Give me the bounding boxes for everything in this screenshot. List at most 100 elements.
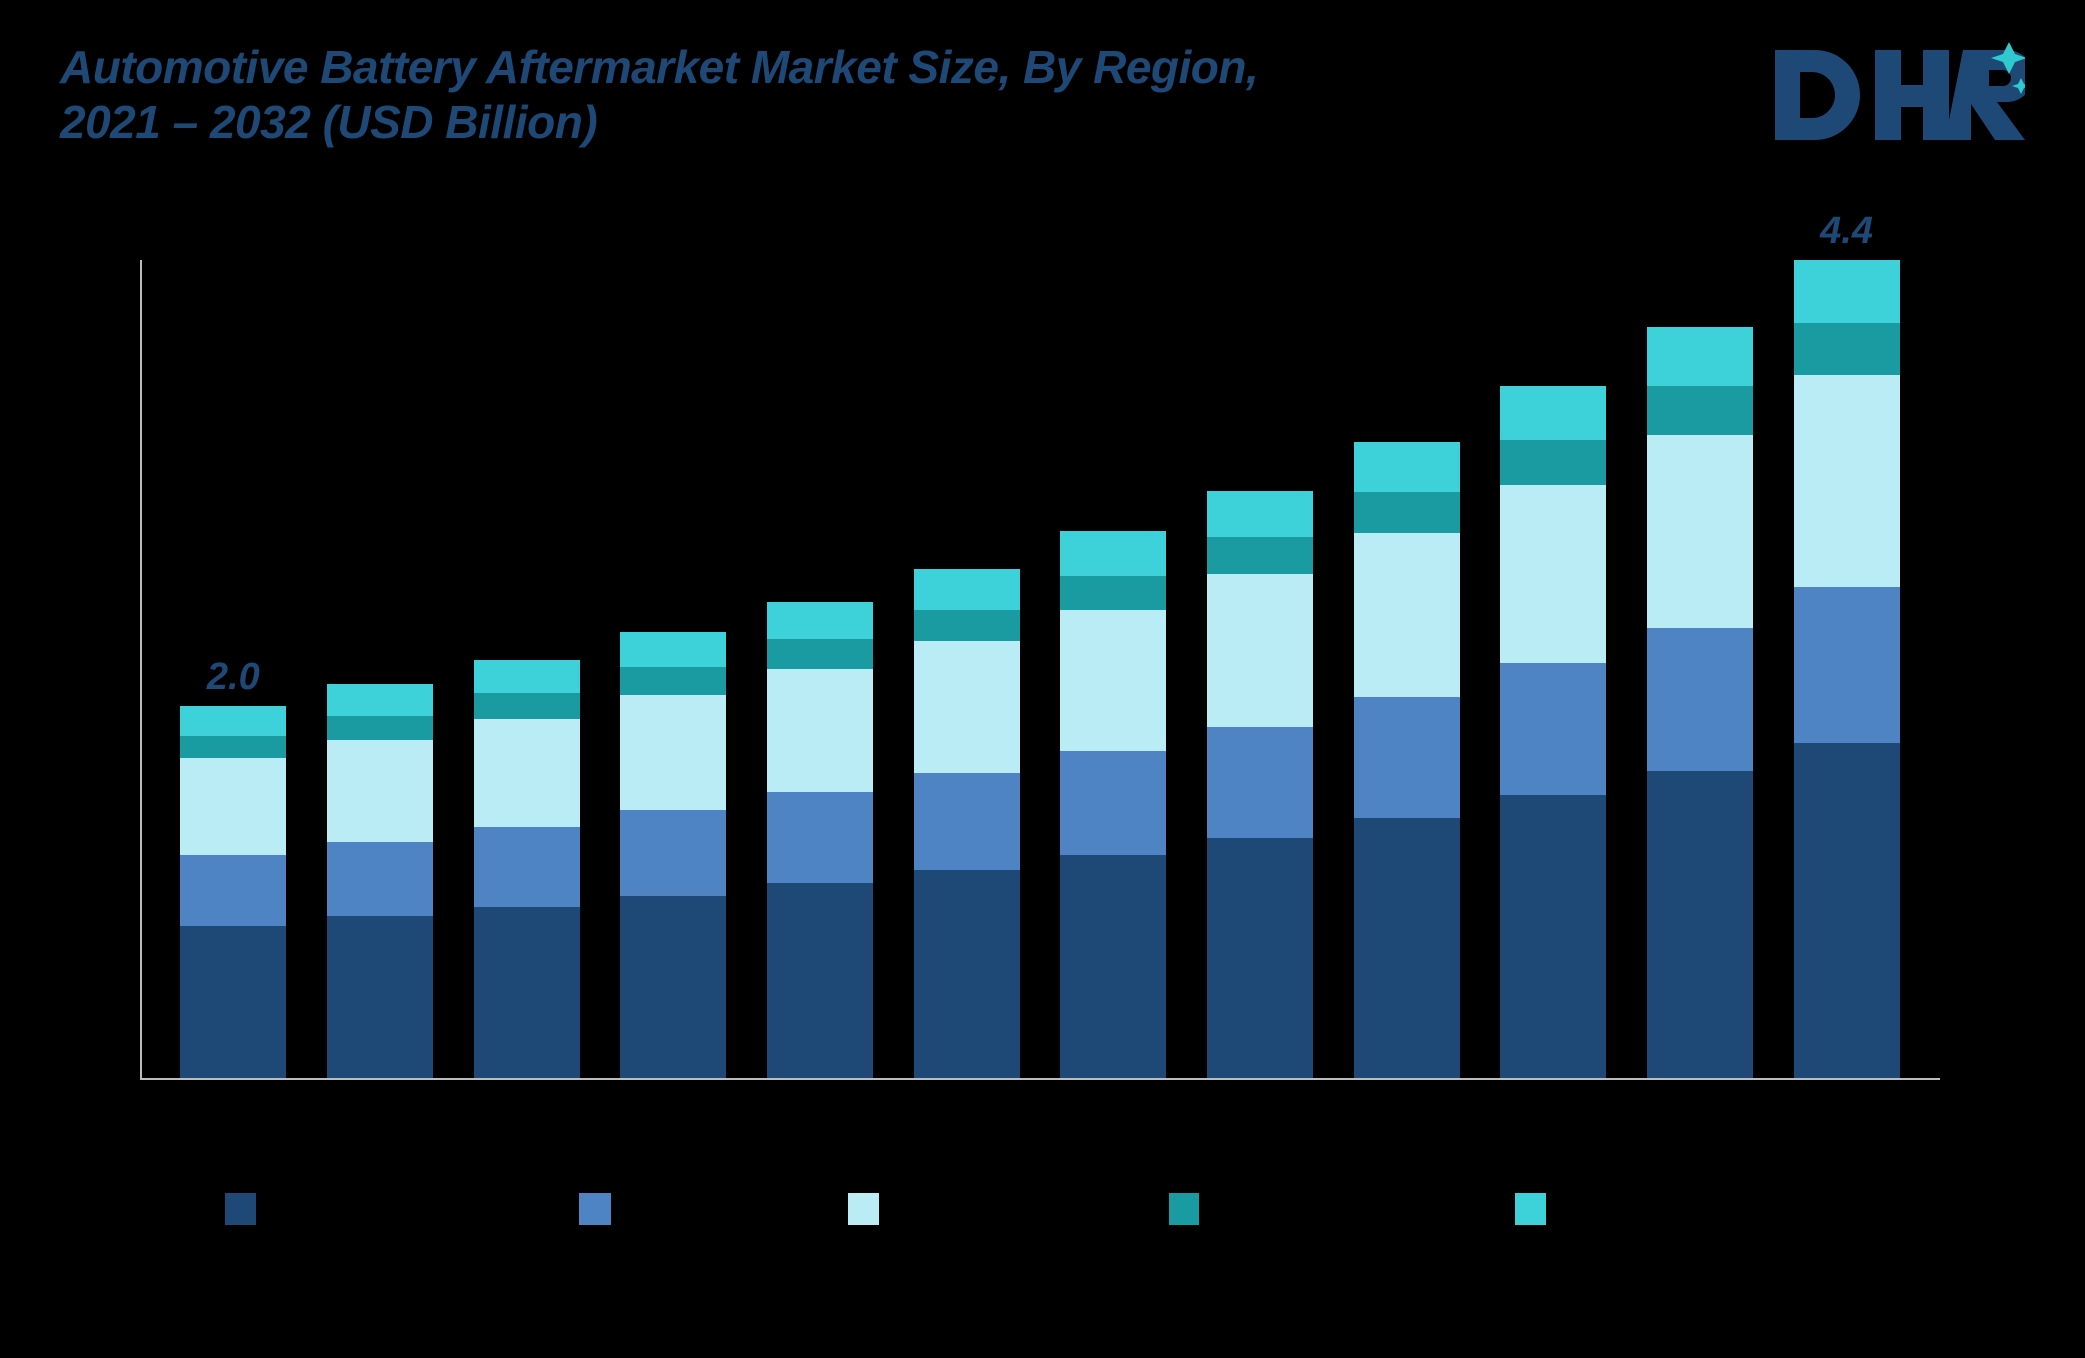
seg-asia-pacific (1500, 485, 1606, 663)
seg-latin-america (1207, 537, 1313, 574)
chart-plot-area: 2.0 4.4 (140, 260, 1940, 1080)
seg-middle-east-africa (1060, 531, 1166, 576)
seg-middle-east-africa (180, 706, 286, 736)
bar-2024 (620, 632, 726, 1078)
seg-europe (474, 827, 580, 907)
x-tick: 2027 (1060, 1090, 1166, 1121)
bar-2026 (914, 569, 1020, 1078)
seg-europe (620, 810, 726, 896)
legend-swatch (848, 1193, 879, 1225)
seg-latin-america (1794, 323, 1900, 375)
seg-north-america (1647, 771, 1753, 1078)
seg-europe (767, 792, 873, 883)
seg-asia-pacific (767, 669, 873, 792)
brand-logo (1765, 30, 2025, 175)
seg-middle-east-africa (1500, 386, 1606, 440)
seg-latin-america (767, 639, 873, 669)
chart-title-block: Automotive Battery Aftermarket Market Si… (60, 40, 1258, 150)
seg-north-america (327, 916, 433, 1078)
seg-asia-pacific (1060, 610, 1166, 751)
legend-label: Latin America (1219, 1175, 1394, 1243)
bar-2023 (474, 660, 580, 1078)
seg-asia-pacific (914, 641, 1020, 773)
legend-swatch (225, 1193, 256, 1225)
seg-europe (1060, 751, 1166, 855)
seg-europe (914, 773, 1020, 870)
seg-asia-pacific (1647, 435, 1753, 628)
seg-middle-east-africa (1354, 442, 1460, 492)
seg-middle-east-africa (620, 632, 726, 667)
bar-2027 (1060, 531, 1166, 1078)
x-tick: 2023 (474, 1090, 580, 1121)
bar-2022 (327, 684, 433, 1078)
seg-north-america (1207, 838, 1313, 1078)
seg-latin-america (327, 716, 433, 740)
legend-item-middle-east-africa: Middle East & Africa (1515, 1175, 1825, 1243)
x-tick: 2028 (1207, 1090, 1313, 1121)
seg-north-america (180, 926, 286, 1078)
legend-item-asia-pacific: Asia Pacific (848, 1175, 1048, 1243)
seg-europe (1354, 697, 1460, 818)
bar-2028 (1207, 491, 1313, 1078)
bars-container: 2.0 4.4 (140, 260, 1940, 1078)
x-tick: 2031 (1647, 1090, 1753, 1121)
seg-latin-america (620, 667, 726, 695)
x-tick: 2021 (180, 1090, 286, 1121)
seg-europe (1794, 587, 1900, 743)
seg-middle-east-africa (1794, 260, 1900, 323)
seg-latin-america (180, 736, 286, 758)
seg-middle-east-africa (474, 660, 580, 693)
seg-middle-east-africa (327, 684, 433, 716)
seg-europe (180, 855, 286, 926)
bar-2031 (1647, 327, 1753, 1078)
x-tick: 2025 (767, 1090, 873, 1121)
x-tick: 2030 (1500, 1090, 1606, 1121)
chart-legend: North America Europe Asia Pacific Latin Ame… (225, 1175, 1825, 1243)
seg-latin-america (1354, 492, 1460, 533)
seg-europe (1500, 663, 1606, 795)
x-tick: 2024 (620, 1090, 726, 1121)
seg-asia-pacific (327, 740, 433, 842)
legend-label: North America (276, 1175, 459, 1243)
seg-asia-pacific (1207, 574, 1313, 726)
seg-latin-america (1060, 576, 1166, 609)
legend-item-north-america: North America (225, 1175, 459, 1243)
legend-label: Asia Pacific (899, 1175, 1049, 1243)
seg-middle-east-africa (1647, 327, 1753, 386)
x-tick: 2029 (1354, 1090, 1460, 1121)
bar-2021: 2.0 (180, 706, 286, 1078)
seg-europe (1207, 727, 1313, 839)
seg-europe (1647, 628, 1753, 771)
legend-item-europe: Europe (579, 1192, 728, 1226)
legend-swatch (1515, 1193, 1546, 1225)
bar-2032: 4.4 (1794, 260, 1900, 1078)
seg-north-america (1060, 855, 1166, 1078)
seg-asia-pacific (620, 695, 726, 810)
seg-latin-america (474, 693, 580, 719)
seg-latin-america (914, 610, 1020, 642)
seg-north-america (1500, 795, 1606, 1078)
seg-middle-east-africa (1207, 491, 1313, 537)
seg-asia-pacific (1794, 375, 1900, 587)
chart-title-line2: 2021 – 2032 (USD Billion) (60, 95, 1258, 150)
legend-item-latin-america: Latin America (1169, 1175, 1395, 1243)
chart-title-line1: Automotive Battery Aftermarket Market Si… (60, 40, 1258, 95)
seg-north-america (1354, 818, 1460, 1078)
legend-swatch (1169, 1193, 1200, 1225)
seg-asia-pacific (1354, 533, 1460, 697)
bar-2025 (767, 602, 873, 1078)
seg-north-america (620, 896, 726, 1078)
seg-latin-america (1647, 386, 1753, 434)
x-tick: 2032 (1794, 1090, 1900, 1121)
x-tick: 2022 (327, 1090, 433, 1121)
x-axis-ticks: 2021 2022 2023 2024 2025 2026 2027 2028 2029 2030… (140, 1090, 1940, 1121)
legend-label: Middle East & Africa (1566, 1175, 1825, 1243)
seg-latin-america (1500, 440, 1606, 485)
seg-europe (327, 842, 433, 916)
bar-2030 (1500, 386, 1606, 1078)
legend-label: Europe (631, 1192, 728, 1226)
seg-middle-east-africa (767, 602, 873, 639)
seg-middle-east-africa (914, 569, 1020, 610)
x-tick: 2026 (914, 1090, 1020, 1121)
seg-north-america (1794, 743, 1900, 1078)
